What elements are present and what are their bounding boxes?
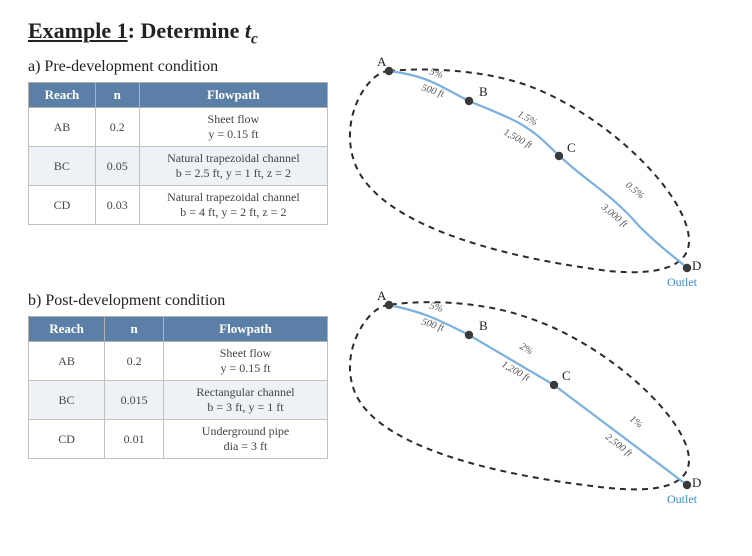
slope-label-AB: 5% (428, 301, 444, 316)
dist-label-AB: 500 ft (420, 83, 446, 101)
col-n: n (95, 83, 139, 108)
col-flow: Flowpath (164, 317, 328, 342)
slope-label-CD: 1% (627, 414, 644, 431)
table-a: Reach n Flowpath AB 0.2 Sheet flowy = 0.… (28, 82, 328, 225)
node-label-B: B (479, 318, 488, 333)
node-D (683, 264, 691, 272)
table-b: Reach n Flowpath AB 0.2 Sheet flowy = 0.… (28, 316, 328, 459)
node-label-C: C (567, 140, 576, 155)
page-title: Example 1: Determine tc (28, 18, 724, 48)
table-row: AB 0.2 Sheet flowy = 0.15 ft (29, 342, 328, 381)
table-row: BC 0.05 Natural trapezoidal channelb = 2… (29, 147, 328, 186)
watershed-boundary (350, 303, 689, 490)
slope-label-BC: 1.5% (516, 109, 540, 128)
slope-label-BC: 2% (518, 341, 535, 357)
col-reach: Reach (29, 83, 96, 108)
col-n: n (105, 317, 164, 342)
node-D (683, 481, 691, 489)
flow-path (389, 305, 687, 485)
dist-label-CD: 3,000 ft (598, 202, 629, 231)
table-row: CD 0.03 Natural trapezoidal channelb = 4… (29, 186, 328, 225)
table-row: CD 0.01 Underground pipedia = 3 ft (29, 420, 328, 459)
node-label-B: B (479, 84, 488, 99)
diagram-a: ABCD5%500 ft1.5%1,500 ft0.5%3,000 ftOutl… (329, 46, 724, 296)
node-label-A: A (377, 288, 387, 303)
section-a: a) Pre-development condition Reach n Flo… (28, 58, 724, 288)
section-b: b) Post-development condition Reach n Fl… (28, 292, 724, 522)
diagram-b: ABCD5%500 ft2%1,200 ft1%2,500 ftOutlet (329, 280, 724, 515)
title-example: Example 1 (28, 18, 128, 43)
node-C (555, 152, 563, 160)
slope-label-CD: 0.5% (623, 180, 646, 202)
node-B (465, 331, 473, 339)
col-reach: Reach (29, 317, 105, 342)
dist-label-CD: 2,500 ft (603, 432, 634, 460)
dist-label-AB: 500 ft (420, 317, 446, 335)
slope-label-AB: 5% (428, 67, 444, 82)
outlet-label: Outlet (667, 492, 698, 506)
title-rest: : Determine (128, 18, 245, 43)
table-row: BC 0.015 Rectangular channelb = 3 ft, y … (29, 381, 328, 420)
node-B (465, 97, 473, 105)
col-flow: Flowpath (139, 83, 327, 108)
node-label-D: D (692, 258, 701, 273)
node-label-D: D (692, 475, 701, 490)
node-label-C: C (562, 368, 571, 383)
node-C (550, 381, 558, 389)
watershed-boundary (350, 70, 689, 273)
flow-path (389, 71, 687, 268)
title-var: tc (245, 18, 258, 43)
node-label-A: A (377, 54, 387, 69)
table-row: AB 0.2 Sheet flowy = 0.15 ft (29, 108, 328, 147)
